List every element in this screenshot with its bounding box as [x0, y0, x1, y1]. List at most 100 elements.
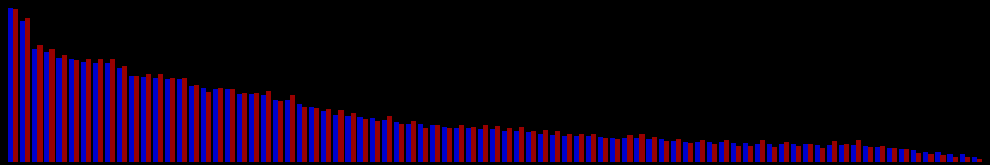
Bar: [399, 124, 404, 162]
Bar: [700, 140, 705, 162]
Bar: [924, 152, 929, 162]
Bar: [875, 147, 880, 162]
Bar: [26, 17, 31, 162]
Bar: [555, 131, 560, 162]
Bar: [290, 96, 295, 162]
Bar: [827, 145, 833, 162]
Bar: [117, 68, 122, 162]
Bar: [544, 130, 548, 162]
Bar: [38, 45, 43, 162]
Bar: [249, 94, 254, 162]
Bar: [446, 128, 451, 162]
Bar: [507, 128, 512, 162]
Bar: [315, 108, 320, 162]
Bar: [56, 58, 61, 162]
Bar: [567, 134, 572, 162]
Bar: [218, 88, 223, 162]
Bar: [490, 129, 495, 162]
Bar: [772, 147, 777, 162]
Bar: [767, 144, 772, 162]
Bar: [574, 136, 579, 162]
Bar: [339, 110, 344, 162]
Bar: [177, 79, 182, 162]
Bar: [381, 120, 387, 162]
Bar: [779, 144, 784, 162]
Bar: [502, 131, 507, 162]
Bar: [646, 139, 651, 162]
Bar: [947, 154, 952, 162]
Bar: [406, 124, 411, 162]
Bar: [110, 59, 115, 162]
Bar: [971, 157, 976, 162]
Bar: [959, 154, 964, 162]
Bar: [611, 138, 616, 162]
Bar: [640, 133, 644, 162]
Bar: [976, 159, 982, 162]
Bar: [724, 140, 729, 162]
Bar: [322, 111, 327, 162]
Bar: [707, 142, 712, 162]
Bar: [663, 141, 668, 162]
Bar: [98, 59, 103, 162]
Bar: [887, 148, 892, 162]
Bar: [495, 126, 500, 162]
Bar: [459, 125, 464, 162]
Bar: [796, 146, 801, 162]
Bar: [33, 49, 38, 162]
Bar: [21, 21, 26, 162]
Bar: [840, 145, 844, 162]
Bar: [418, 124, 423, 162]
Bar: [152, 78, 157, 162]
Bar: [230, 89, 236, 162]
Bar: [695, 142, 700, 162]
Bar: [747, 146, 753, 162]
Bar: [165, 79, 170, 162]
Bar: [122, 66, 127, 162]
Bar: [157, 74, 163, 162]
Bar: [808, 144, 813, 162]
Bar: [50, 49, 54, 162]
Bar: [936, 152, 940, 162]
Bar: [430, 125, 435, 162]
Bar: [868, 147, 873, 162]
Bar: [791, 144, 796, 162]
Bar: [394, 122, 399, 162]
Bar: [616, 139, 621, 162]
Bar: [129, 76, 134, 162]
Bar: [225, 89, 230, 162]
Bar: [466, 128, 471, 162]
Bar: [309, 107, 315, 162]
Bar: [213, 89, 218, 162]
Bar: [297, 104, 302, 162]
Bar: [519, 127, 524, 162]
Bar: [688, 143, 693, 162]
Bar: [273, 100, 278, 162]
Bar: [435, 125, 440, 162]
Bar: [93, 63, 98, 162]
Bar: [61, 55, 66, 162]
Bar: [912, 150, 917, 162]
Bar: [302, 107, 308, 162]
Bar: [929, 154, 934, 162]
Bar: [423, 128, 428, 162]
Bar: [285, 100, 290, 162]
Bar: [803, 144, 808, 162]
Bar: [719, 142, 724, 162]
Bar: [80, 62, 85, 162]
Bar: [374, 121, 379, 162]
Bar: [760, 140, 765, 162]
Bar: [675, 139, 681, 162]
Bar: [603, 138, 609, 162]
Bar: [261, 95, 266, 162]
Bar: [266, 91, 271, 162]
Bar: [712, 144, 717, 162]
Bar: [736, 146, 741, 162]
Bar: [478, 129, 483, 162]
Bar: [628, 135, 633, 162]
Bar: [635, 138, 640, 162]
Bar: [362, 118, 367, 162]
Bar: [863, 146, 868, 162]
Bar: [598, 136, 603, 162]
Bar: [14, 9, 19, 162]
Bar: [134, 76, 139, 162]
